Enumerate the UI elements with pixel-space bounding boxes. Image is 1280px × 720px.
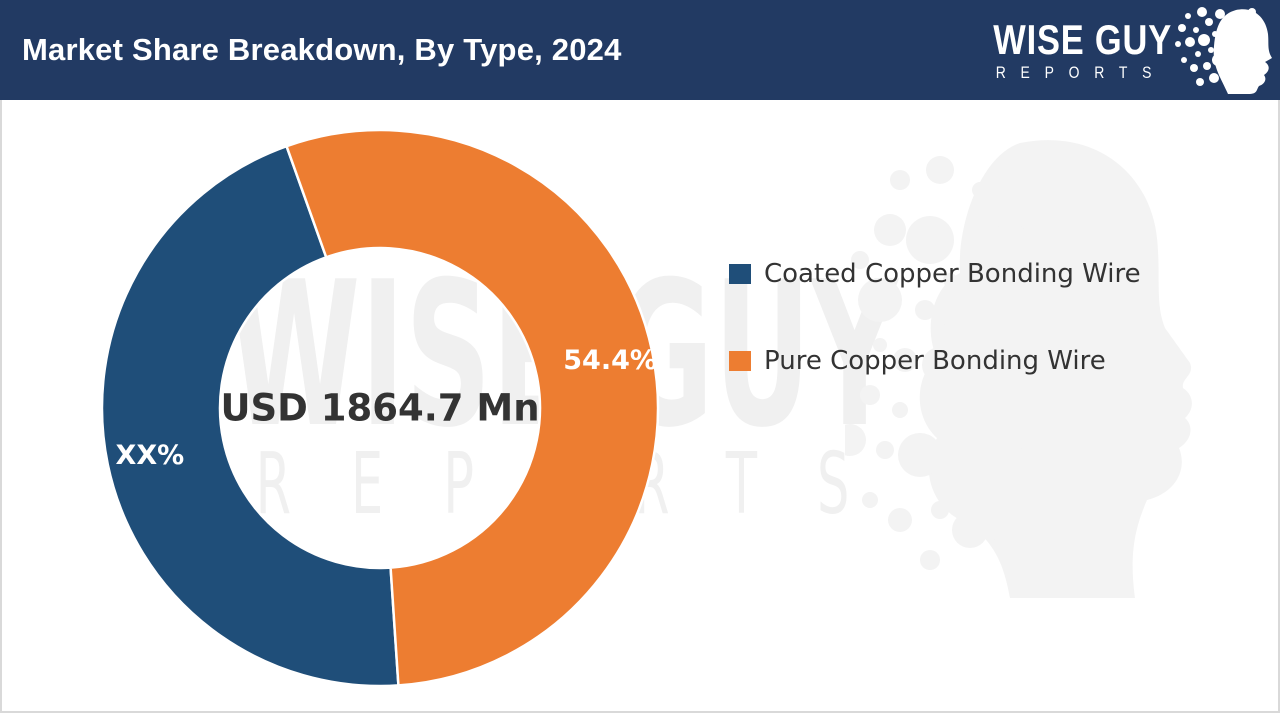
legend-swatch	[729, 264, 751, 284]
page-title: Market Share Breakdown, By Type, 2024	[22, 32, 622, 67]
legend-label: Coated Copper Bonding Wire	[764, 259, 1141, 289]
chart-legend: Coated Copper Bonding Wire Pure Copper Bo…	[729, 258, 1141, 432]
donut-segment	[285, 128, 660, 687]
logo-text: WISE GUY REPORTS	[993, 16, 1172, 82]
logo-dots	[1175, 7, 1256, 86]
wise-guy-logo: WISE GUY REPORTS	[954, 5, 1274, 95]
logo-face-icon	[1175, 7, 1272, 95]
donut-chart: XX% 54.4%	[100, 128, 660, 688]
donut-segment	[100, 144, 400, 688]
legend-item: Coated Copper Bonding Wire	[729, 258, 1141, 290]
legend-item: Pure Copper Bonding Wire	[729, 345, 1141, 377]
legend-label: Pure Copper Bonding Wire	[764, 346, 1106, 376]
chart-center-value: USD 1864.7 Mn	[220, 386, 540, 430]
segment-percentage-label: XX%	[116, 440, 185, 471]
legend-swatch	[729, 351, 751, 371]
logo-wordmark: WISE GUY	[993, 16, 1172, 63]
logo-reports-label: REPORTS	[995, 63, 1167, 82]
header: Market Share Breakdown, By Type, 2024 WI…	[0, 0, 1280, 100]
segment-percentage-label: 54.4%	[563, 345, 657, 376]
